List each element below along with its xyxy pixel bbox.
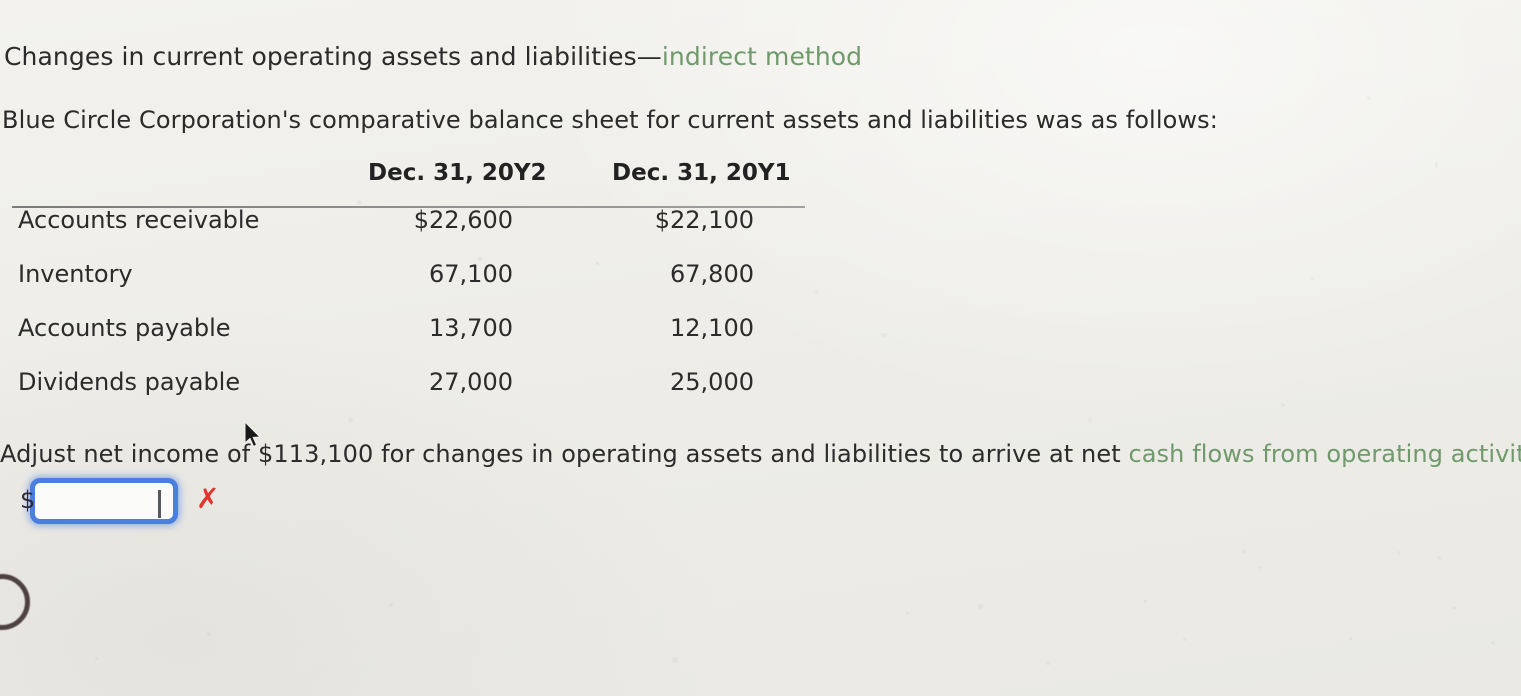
table-header-row: Dec. 31, 20Y2 Dec. 31, 20Y1 bbox=[0, 160, 810, 208]
column-header-y1: Dec. 31, 20Y1 bbox=[612, 160, 791, 186]
table-header-rule bbox=[12, 206, 805, 208]
row-value-y1: 67,800 bbox=[670, 260, 754, 288]
row-value-y2: $22,600 bbox=[413, 206, 513, 234]
row-label: Accounts payable bbox=[18, 314, 231, 342]
row-label: Inventory bbox=[18, 260, 133, 288]
row-value-y2: 67,100 bbox=[429, 260, 513, 288]
row-value-y1: 12,100 bbox=[670, 314, 754, 342]
question-prompt-text: Adjust net income of $113,100 for change… bbox=[0, 440, 1129, 468]
answer-input[interactable] bbox=[35, 483, 173, 519]
row-value-y1: $22,100 bbox=[654, 206, 754, 234]
question-prompt: Adjust net income of $113,100 for change… bbox=[0, 440, 1521, 468]
row-value-y1: 25,000 bbox=[670, 368, 754, 396]
table-row: Accounts receivable $22,600 $22,100 bbox=[0, 206, 810, 260]
row-label: Dividends payable bbox=[18, 368, 241, 396]
page-title-text: Changes in current operating assets and … bbox=[4, 42, 662, 71]
row-value-y2: 13,700 bbox=[429, 314, 513, 342]
page-title: Changes in current operating assets and … bbox=[4, 42, 862, 71]
partial-circle-decoration bbox=[0, 574, 30, 630]
x-mark-icon: ✗ bbox=[196, 482, 220, 515]
row-value-y2: 27,000 bbox=[429, 368, 513, 396]
intro-paragraph: Blue Circle Corporation's comparative ba… bbox=[2, 106, 1218, 134]
table-row: Accounts payable 13,700 12,100 bbox=[0, 314, 810, 368]
table-row: Inventory 67,100 67,800 bbox=[0, 260, 810, 314]
column-header-y2: Dec. 31, 20Y2 bbox=[368, 160, 547, 186]
page-title-highlight: indirect method bbox=[661, 42, 863, 71]
question-prompt-highlight: cash flows from operating activiti bbox=[1128, 440, 1521, 468]
answer-input-wrapper[interactable] bbox=[30, 478, 178, 524]
balance-sheet-table: Dec. 31, 20Y2 Dec. 31, 20Y1 Accounts rec… bbox=[0, 160, 810, 422]
row-label: Accounts receivable bbox=[18, 206, 260, 234]
table-row: Dividends payable 27,000 25,000 bbox=[0, 368, 810, 422]
currency-symbol-label: $ bbox=[20, 486, 36, 514]
text-caret bbox=[158, 490, 161, 518]
